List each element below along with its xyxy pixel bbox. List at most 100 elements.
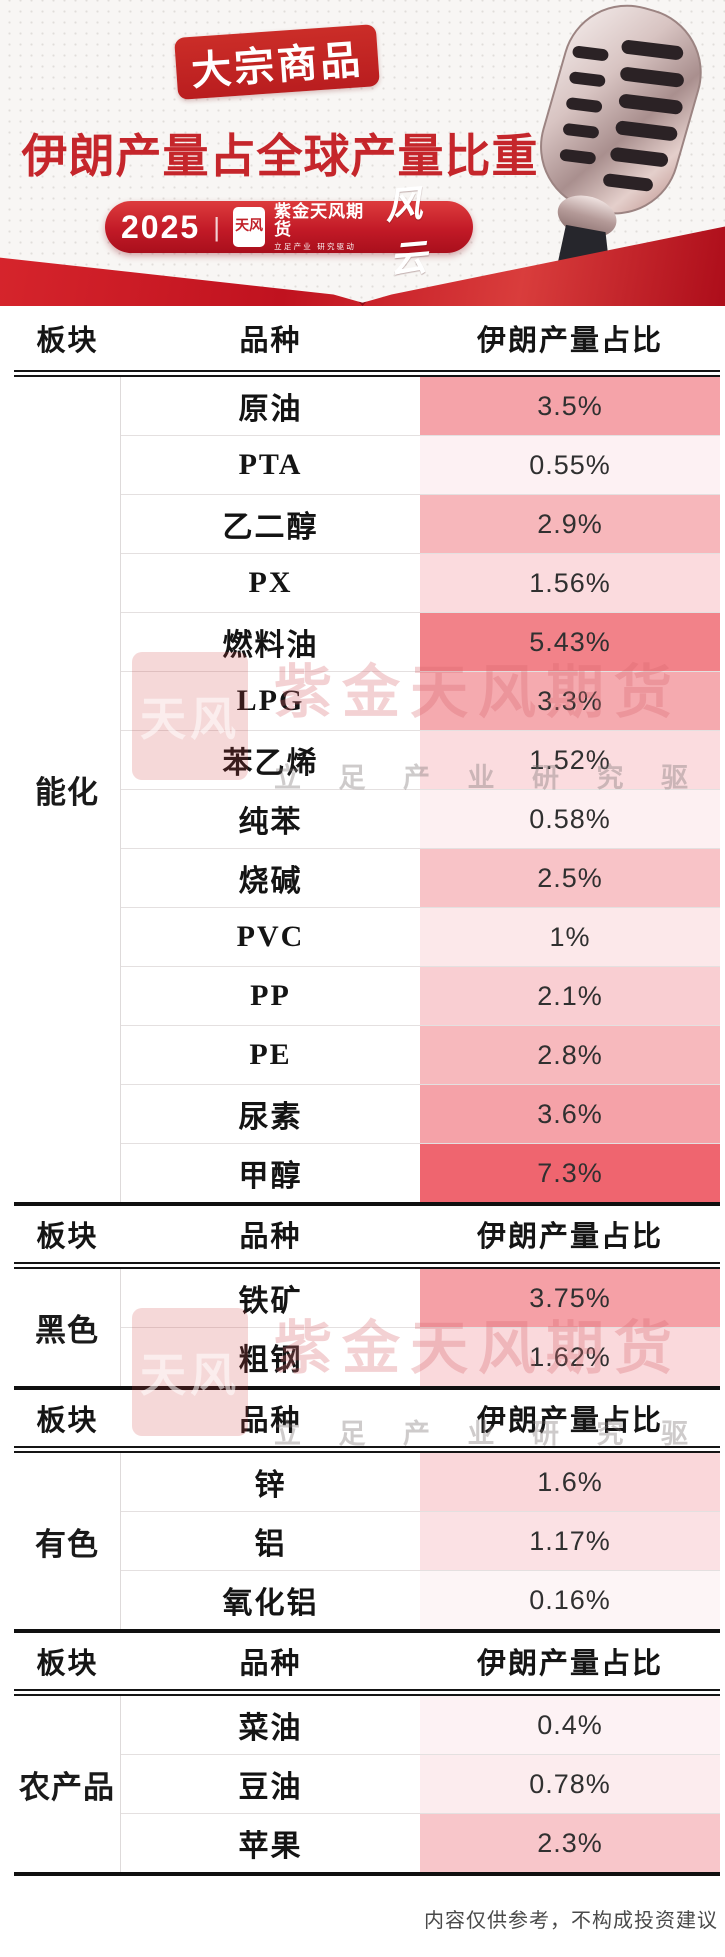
variety-cell: PP [250,979,291,1012]
variety-cell: 氧化铝 [222,1587,319,1620]
column-header-share: 伊朗产量占比 [476,1221,663,1253]
column-header-share: 伊朗产量占比 [476,325,663,357]
section-rows: 原油 3.5% PTA 0.55% 乙二醇 2.9% PX 1.56% 燃料油 5.43% LPG 3… [121,377,720,1202]
header-underline [14,370,720,377]
data-table: 板块 品种 伊朗产量占比 能化 原油 3.5% PTA 0.55% 乙二醇 2.9% PX 1.56%… [14,306,720,1876]
value-cell: 3.75% [420,1269,720,1327]
value-cell: 1.62% [420,1328,720,1386]
value-cell: 1.52% [420,731,720,789]
brand-name: 紫金天风期货 [274,201,365,240]
header-underline [14,1446,720,1453]
value-cell: 3.5% [420,377,720,435]
column-header-variety: 品种 [239,1405,302,1437]
value-cell: 2.9% [420,495,720,553]
column-header-sector: 板块 [36,325,99,357]
header-underline [14,1262,720,1269]
table-bottom-line [14,1872,720,1876]
header-banner: 大宗商品 伊朗产量占全球产量比重 2025 | 天风 紫金天风期货 立足产业 研… [0,0,725,306]
table-row: 氧化铝 0.16% [121,1570,720,1629]
value-cell: 2.3% [420,1814,720,1872]
value-cell: 2.8% [420,1026,720,1084]
table-row: 菜油 0.4% [121,1696,720,1754]
variety-cell: 锌 [254,1469,287,1502]
variety-cell: 乙二醇 [222,511,319,544]
value-cell: 0.16% [420,1571,720,1629]
column-header-sector: 板块 [36,1221,99,1253]
sector-cell: 农产品 [14,1696,121,1872]
variety-cell: PTA [238,448,303,481]
table-section: 能化 原油 3.5% PTA 0.55% 乙二醇 2.9% PX 1.56% 燃料油 5.43% LP… [14,377,720,1202]
variety-cell: PX [248,566,293,599]
divider-glyph: | [213,211,220,242]
sector-cell: 黑色 [14,1269,121,1386]
variety-cell: 甲醇 [238,1160,303,1193]
variety-cell: LPG [236,684,305,717]
brand-seal-icon: 天风 [232,207,266,247]
variety-cell: 纯苯 [238,806,303,839]
column-header-variety: 品种 [239,1648,302,1680]
category-badge: 大宗商品 [174,24,380,100]
table-row: 纯苯 0.58% [121,789,720,848]
variety-cell: 燃料油 [222,629,319,662]
brand-script-logo: 风云 [383,183,429,282]
table-row: 尿素 3.6% [121,1084,720,1143]
column-header-share: 伊朗产量占比 [476,1648,663,1680]
header-underline [14,1689,720,1696]
section-rows: 铁矿 3.75% 粗钢 1.62% [121,1269,720,1386]
variety-cell: PE [249,1038,292,1071]
variety-cell: 菜油 [238,1712,303,1745]
section-divider-line [14,1629,720,1633]
table-row: 苹果 2.3% [121,1813,720,1872]
table-row: 燃料油 5.43% [121,612,720,671]
sector-cell: 能化 [14,377,121,1202]
variety-cell: 铝 [254,1528,287,1561]
table-header-row: 板块 品种 伊朗产量占比 [14,1206,720,1262]
column-header-sector: 板块 [36,1405,99,1437]
table-row: 粗钢 1.62% [121,1327,720,1386]
column-header-share: 伊朗产量占比 [476,1405,663,1437]
table-header-row: 板块 品种 伊朗产量占比 [14,306,720,370]
table-row: 乙二醇 2.9% [121,494,720,553]
value-cell: 2.1% [420,967,720,1025]
table-row: 甲醇 7.3% [121,1143,720,1202]
value-cell: 1.56% [420,554,720,612]
year-banner: 2025 | 天风 紫金天风期货 立足产业 研究驱动 风云 [105,184,473,282]
table-row: 铝 1.17% [121,1511,720,1570]
brand-block: 紫金天风期货 立足产业 研究驱动 [274,201,376,252]
value-cell: 3.3% [420,672,720,730]
variety-cell: 烧碱 [238,865,303,898]
column-header-sector: 板块 [36,1648,99,1680]
table-section: 农产品 菜油 0.4% 豆油 0.78% 苹果 2.3% [14,1696,720,1872]
table-row: PP 2.1% [121,966,720,1025]
variety-cell: 铁矿 [238,1285,303,1318]
section-divider-line [14,1386,720,1390]
page-title: 伊朗产量占全球产量比重 [21,131,539,182]
variety-cell: 尿素 [238,1101,303,1134]
footer: 内容仅供参考，不构成投资建议 数据来源：紫金天风期货研究所 [0,1876,725,1957]
table-row: 苯乙烯 1.52% [121,730,720,789]
table-row: PE 2.8% [121,1025,720,1084]
table-row: PTA 0.55% [121,435,720,494]
section-divider-line [14,1202,720,1206]
table-row: 烧碱 2.5% [121,848,720,907]
value-cell: 0.78% [420,1755,720,1813]
table-row: PVC 1% [121,907,720,966]
variety-cell: 苹果 [238,1830,303,1863]
column-header-variety: 品种 [239,325,302,357]
variety-cell: PVC [236,920,305,953]
value-cell: 1% [420,908,720,966]
variety-cell: 粗钢 [238,1344,303,1377]
value-cell: 0.55% [420,436,720,494]
value-cell: 7.3% [420,1144,720,1202]
brand-slogan: 立足产业 研究驱动 [274,242,357,252]
variety-cell: 原油 [238,393,303,426]
value-cell: 2.5% [420,849,720,907]
section-rows: 锌 1.6% 铝 1.17% 氧化铝 0.16% [121,1453,720,1629]
table-row: LPG 3.3% [121,671,720,730]
table-row: 原油 3.5% [121,377,720,435]
disclaimer-text: 内容仅供参考，不构成投资建议 [424,1910,718,1932]
table-row: 铁矿 3.75% [121,1269,720,1327]
variety-cell: 豆油 [238,1771,303,1804]
value-cell: 3.6% [420,1085,720,1143]
